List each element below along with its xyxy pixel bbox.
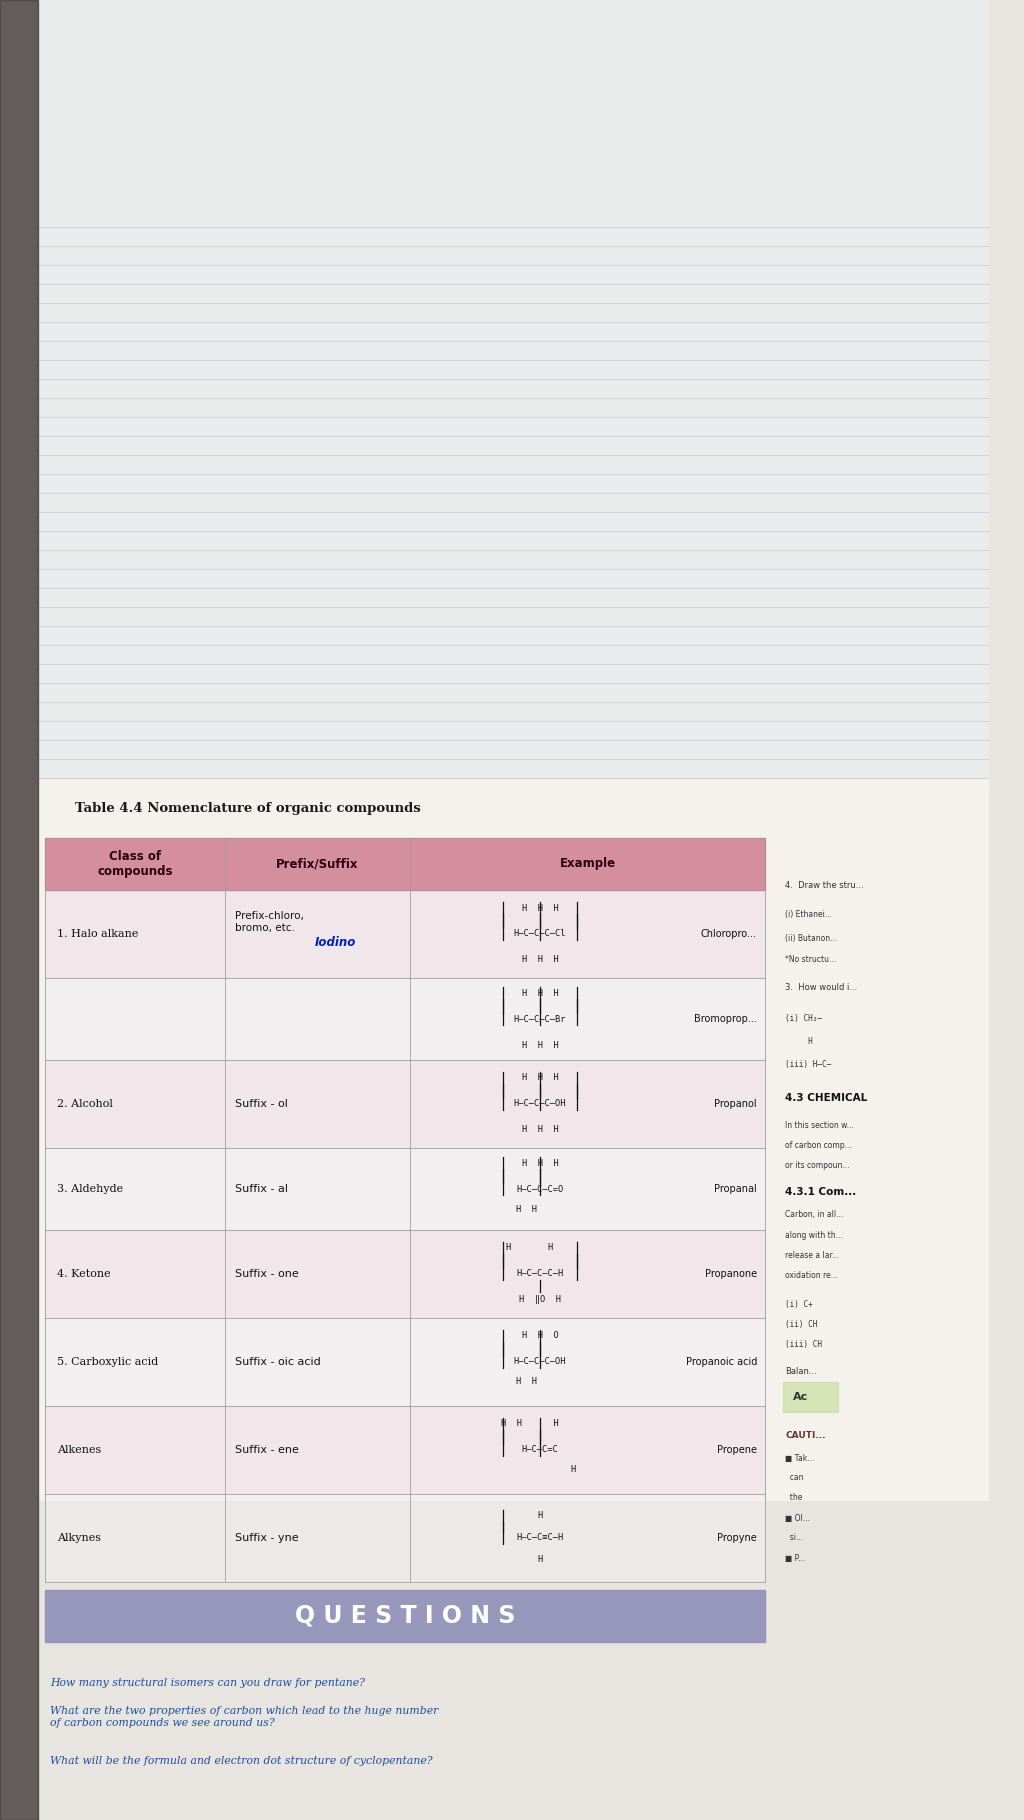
Text: Suffix - al: Suffix - al xyxy=(234,1185,288,1194)
Text: H  H      H: H H H xyxy=(501,1420,559,1429)
Text: H–C–C=C: H–C–C=C xyxy=(521,1445,558,1454)
Bar xyxy=(45,837,765,890)
Text: 4. Ketone: 4. Ketone xyxy=(57,1269,111,1279)
Text: H–C–C≡C–H: H–C–C≡C–H xyxy=(516,1534,563,1543)
Text: In this section w...: In this section w... xyxy=(785,1121,854,1130)
Text: ■ Ol...: ■ Ol... xyxy=(785,1514,810,1523)
Text: release a lar...: release a lar... xyxy=(785,1250,839,1259)
Text: 3.  How would i...: 3. How would i... xyxy=(785,983,857,992)
Text: the: the xyxy=(785,1494,803,1503)
Text: Propyne: Propyne xyxy=(717,1532,757,1543)
Text: H: H xyxy=(570,1465,575,1474)
Text: Suffix - ol: Suffix - ol xyxy=(234,1099,288,1108)
Text: What will be the formula and electron dot structure of cyclopentane?: What will be the formula and electron do… xyxy=(50,1756,432,1765)
Text: Alkenes: Alkenes xyxy=(57,1445,101,1454)
Text: Chloropro...: Chloropro... xyxy=(701,928,757,939)
Text: Suffix - oic acid: Suffix - oic acid xyxy=(234,1358,321,1367)
Text: H  ‖O  H: H ‖O H xyxy=(519,1296,561,1305)
Text: H–C–C–C=O: H–C–C–C=O xyxy=(516,1185,563,1194)
Bar xyxy=(45,890,765,977)
Text: 4.  Draw the stru...: 4. Draw the stru... xyxy=(785,881,863,890)
Text: 3. Aldehyde: 3. Aldehyde xyxy=(57,1185,123,1194)
Text: What are the two properties of carbon which lead to the huge number
of carbon co: What are the two properties of carbon wh… xyxy=(50,1705,438,1727)
Text: H  H  H: H H H xyxy=(521,956,558,965)
Text: Alkynes: Alkynes xyxy=(57,1532,101,1543)
Bar xyxy=(45,1148,765,1230)
Text: How many structural isomers can you draw for pentane?: How many structural isomers can you draw… xyxy=(50,1678,365,1687)
Text: oxidation re...: oxidation re... xyxy=(785,1270,838,1279)
Text: *No structu...: *No structu... xyxy=(785,956,837,965)
Text: (i) Ethanei...: (i) Ethanei... xyxy=(785,910,831,919)
Bar xyxy=(38,781,988,1500)
Bar xyxy=(45,1318,765,1407)
Text: 5. Carboxylic acid: 5. Carboxylic acid xyxy=(57,1358,159,1367)
Text: H  H  H: H H H xyxy=(521,903,558,912)
Text: H       H: H H xyxy=(507,1243,554,1252)
Text: H: H xyxy=(785,1037,813,1046)
Bar xyxy=(38,0,988,790)
Text: Prefix/Suffix: Prefix/Suffix xyxy=(276,857,358,870)
Text: Prefix-chloro,
bromo, etc.: Prefix-chloro, bromo, etc. xyxy=(234,912,304,934)
Text: 4.3.1 Com...: 4.3.1 Com... xyxy=(785,1187,856,1198)
Text: Propanal: Propanal xyxy=(715,1185,757,1194)
Text: H  H  H: H H H xyxy=(521,1074,558,1083)
Text: Example: Example xyxy=(559,857,615,870)
Text: Bromoprop...: Bromoprop... xyxy=(694,1014,757,1025)
Text: 4.3 CHEMICAL: 4.3 CHEMICAL xyxy=(785,1094,867,1103)
Bar xyxy=(45,977,765,1059)
Text: ■ Tak...: ■ Tak... xyxy=(785,1454,814,1463)
Bar xyxy=(45,1230,765,1318)
Text: (ii) Butanon...: (ii) Butanon... xyxy=(785,934,838,943)
Text: H: H xyxy=(538,1511,543,1520)
Text: (i) CH₂—: (i) CH₂— xyxy=(785,1014,822,1023)
Text: Q U E S T I O N S: Q U E S T I O N S xyxy=(295,1603,515,1629)
Bar xyxy=(45,1407,765,1494)
Text: Suffix - yne: Suffix - yne xyxy=(234,1532,299,1543)
Bar xyxy=(45,1591,765,1642)
Text: Table 4.4 Nomenclature of organic compounds: Table 4.4 Nomenclature of organic compou… xyxy=(75,801,421,815)
Text: Carbon, in all...: Carbon, in all... xyxy=(785,1210,843,1219)
Text: can: can xyxy=(785,1474,804,1483)
Text: Propanoic acid: Propanoic acid xyxy=(686,1358,757,1367)
Bar xyxy=(783,1381,838,1412)
Text: Propene: Propene xyxy=(717,1445,757,1454)
Text: H  H  O: H H O xyxy=(521,1332,558,1341)
Text: 1. Halo alkane: 1. Halo alkane xyxy=(57,928,138,939)
Text: H  H  H: H H H xyxy=(521,1159,558,1167)
Text: (i) C+: (i) C+ xyxy=(785,1301,813,1310)
Text: Propanol: Propanol xyxy=(715,1099,757,1108)
Text: or its compoun...: or its compoun... xyxy=(785,1161,850,1170)
Text: along with th...: along with th... xyxy=(785,1230,843,1239)
Text: CAUTI...: CAUTI... xyxy=(785,1431,825,1440)
Bar xyxy=(0,0,38,1820)
Text: H–C–C–C–H: H–C–C–C–H xyxy=(516,1270,563,1278)
Text: H: H xyxy=(538,1556,543,1565)
Text: Class of
compounds: Class of compounds xyxy=(97,850,173,877)
Text: (ii) CH: (ii) CH xyxy=(785,1321,817,1329)
Text: Suffix - ene: Suffix - ene xyxy=(234,1445,299,1454)
Text: (iii) H–C–: (iii) H–C– xyxy=(785,1061,831,1070)
Text: (iii) CH: (iii) CH xyxy=(785,1341,822,1349)
Text: H  H: H H xyxy=(516,1205,538,1214)
Text: H–C–C–C–Cl: H–C–C–C–Cl xyxy=(514,930,566,939)
Text: Ac: Ac xyxy=(793,1392,808,1401)
Text: H–C–C–C–Br: H–C–C–C–Br xyxy=(514,1014,566,1023)
Text: of carbon comp...: of carbon comp... xyxy=(785,1141,852,1150)
Text: H  H  H: H H H xyxy=(521,1125,558,1134)
Text: Propanone: Propanone xyxy=(705,1269,757,1279)
Text: H  H  H: H H H xyxy=(521,988,558,997)
Text: Balan...: Balan... xyxy=(785,1367,817,1376)
Text: H  H  H: H H H xyxy=(521,1041,558,1050)
Bar xyxy=(45,1059,765,1148)
Text: H–C–C–C–OH: H–C–C–C–OH xyxy=(514,1358,566,1367)
Text: 2. Alcohol: 2. Alcohol xyxy=(57,1099,113,1108)
Text: H–C–C–C–OH: H–C–C–C–OH xyxy=(514,1099,566,1108)
Text: Iodino: Iodino xyxy=(315,935,356,948)
Bar xyxy=(45,1494,765,1582)
Text: Suffix - one: Suffix - one xyxy=(234,1269,299,1279)
Text: si...: si... xyxy=(785,1534,803,1543)
Text: ■ P...: ■ P... xyxy=(785,1554,805,1563)
Text: H  H: H H xyxy=(516,1378,538,1387)
